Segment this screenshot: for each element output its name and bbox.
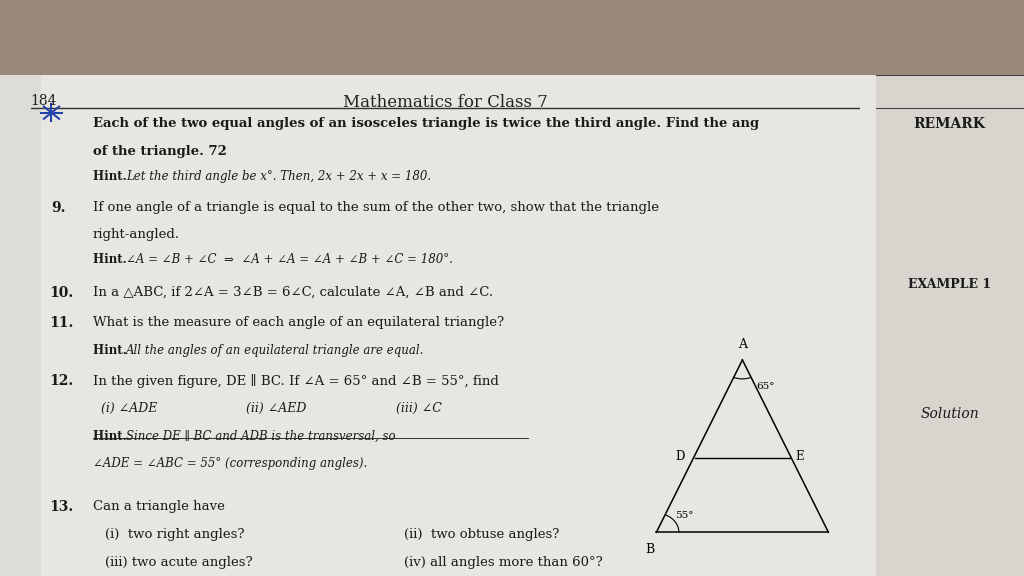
Text: (iii) ∠C: (iii) ∠C (395, 402, 441, 415)
Text: Since DE ∥ BC and ADB is the transversal, so: Since DE ∥ BC and ADB is the transversal… (126, 430, 395, 443)
Text: (ii) ∠AED: (ii) ∠AED (247, 402, 307, 415)
Text: of the triangle. 72: of the triangle. 72 (93, 145, 226, 158)
Text: In a △ABC, if 2∠A = 3∠B = 6∠C, calculate ∠A, ∠B and ∠C.: In a △ABC, if 2∠A = 3∠B = 6∠C, calculate… (93, 286, 493, 298)
Text: A: A (738, 338, 746, 351)
Text: EXAMPLE 1: EXAMPLE 1 (908, 278, 991, 291)
Text: (iv) all angles more than 60°?: (iv) all angles more than 60°? (404, 556, 603, 569)
Text: Solution: Solution (921, 407, 979, 420)
Text: Hint.: Hint. (93, 344, 135, 357)
Text: 10.: 10. (49, 286, 74, 300)
Text: If one angle of a triangle is equal to the sum of the other two, show that the t: If one angle of a triangle is equal to t… (93, 200, 658, 214)
FancyBboxPatch shape (876, 75, 1024, 576)
Text: Let the third angle be x°. Then, 2x + 2x + x = 180.: Let the third angle be x°. Then, 2x + 2x… (126, 170, 431, 183)
Text: ∠ADE = ∠ABC = 55° (corresponding angles).: ∠ADE = ∠ABC = 55° (corresponding angles)… (93, 457, 368, 471)
Text: 9.: 9. (51, 200, 66, 215)
Text: (i) ∠ADE: (i) ∠ADE (101, 402, 158, 415)
Text: Hint.: Hint. (93, 253, 135, 266)
Text: Can a triangle have: Can a triangle have (93, 501, 225, 513)
Text: (ii)  two obtuse angles?: (ii) two obtuse angles? (404, 528, 559, 541)
Text: ∠A = ∠B + ∠C  ⇒  ∠A + ∠A = ∠A + ∠B + ∠C = 180°.: ∠A = ∠B + ∠C ⇒ ∠A + ∠A = ∠A + ∠B + ∠C = … (126, 253, 453, 266)
Text: (iii) two acute angles?: (iii) two acute angles? (105, 556, 253, 569)
Text: E: E (796, 450, 804, 463)
FancyBboxPatch shape (0, 0, 1024, 75)
Text: (i)  two right angles?: (i) two right angles? (105, 528, 245, 541)
Text: Each of the two equal angles of an isosceles triangle is twice the third angle. : Each of the two equal angles of an isosc… (93, 118, 759, 131)
Text: D: D (676, 450, 685, 463)
Text: 55°: 55° (675, 511, 693, 520)
Text: 65°: 65° (757, 382, 775, 391)
Text: right-angled.: right-angled. (93, 228, 180, 241)
Text: Hint.: Hint. (93, 430, 135, 443)
Text: Hint.: Hint. (93, 170, 135, 183)
Text: What is the measure of each angle of an equilateral triangle?: What is the measure of each angle of an … (93, 316, 504, 329)
Text: REMARK: REMARK (913, 118, 986, 131)
Text: 184: 184 (31, 93, 57, 108)
Text: 12.: 12. (49, 374, 74, 388)
FancyBboxPatch shape (0, 75, 41, 576)
Text: All the angles of an equilateral triangle are equal.: All the angles of an equilateral triangl… (126, 344, 425, 357)
Text: B: B (645, 543, 655, 556)
Text: Mathematics for Class 7: Mathematics for Class 7 (343, 93, 548, 111)
Text: 11.: 11. (49, 316, 74, 330)
Text: In the given figure, DE ∥ BC. If ∠A = 65° and ∠B = 55°, find: In the given figure, DE ∥ BC. If ∠A = 65… (93, 374, 499, 388)
Text: 13.: 13. (49, 501, 74, 514)
FancyBboxPatch shape (0, 75, 876, 576)
